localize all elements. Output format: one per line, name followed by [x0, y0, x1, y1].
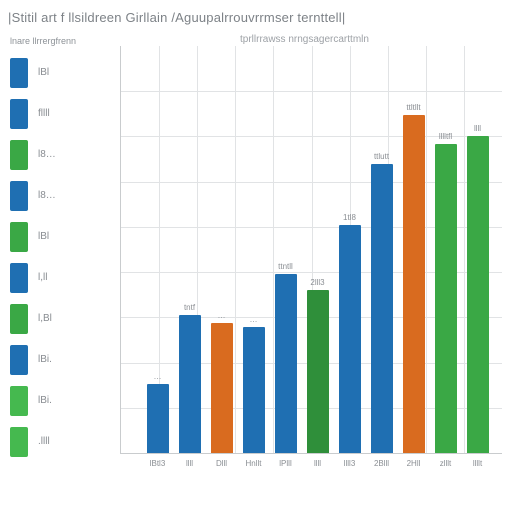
x-axis-tick-label: 2Hll	[407, 459, 421, 468]
x-axis-tick-label: Dlll	[216, 459, 227, 468]
legend-label: lBi.	[38, 354, 52, 365]
legend-item: fllll	[10, 93, 112, 134]
bar-value-label: 1tl8	[335, 213, 365, 222]
bar-value-label: llll	[463, 124, 493, 133]
legend-label: l8…	[38, 190, 56, 201]
bar	[403, 115, 425, 453]
legend-item: l8…	[10, 134, 112, 175]
bar	[243, 327, 265, 453]
bar-value-label: …	[143, 372, 173, 381]
x-axis-tick-label: llll3	[344, 459, 356, 468]
legend-label: l,Bl	[38, 313, 52, 324]
legend-item: l,Bl	[10, 298, 112, 339]
legend-item: l,ll	[10, 257, 112, 298]
legend-swatch	[10, 222, 28, 252]
bar-value-label: …	[239, 315, 269, 324]
legend-label: lBi.	[38, 395, 52, 406]
x-axis-tick-label: lPlll	[279, 459, 291, 468]
bar	[371, 164, 393, 453]
legend-swatch	[10, 99, 28, 129]
bar-value-label: …	[207, 311, 237, 320]
legend-item: lBl	[10, 216, 112, 257]
legend-swatch	[10, 386, 28, 416]
x-axis-tick-label: llllt	[473, 459, 482, 468]
bar	[435, 144, 457, 453]
bar-chart-plot: …lBtl3tntfllll…Dlll…HnlltttntlllPlll2lll…	[120, 46, 502, 454]
legend-label: l8…	[38, 149, 56, 160]
legend-item: .llll	[10, 421, 112, 462]
legend-label: l,ll	[38, 272, 47, 283]
legend-item: lBi.	[10, 380, 112, 421]
page-title: |Stitil art f llsildreen Girllain /Aguup…	[8, 10, 504, 25]
legend-swatch	[10, 58, 28, 88]
bar-value-label: ttltllt	[399, 103, 429, 112]
legend-header: lnare llrrergfrenn	[10, 36, 112, 46]
legend-label: lBl	[38, 67, 49, 78]
bar	[179, 315, 201, 453]
legend-item: l8…	[10, 175, 112, 216]
legend-label: fllll	[38, 108, 50, 119]
legend-swatch	[10, 181, 28, 211]
gridline-horizontal	[121, 91, 502, 92]
legend-swatch	[10, 263, 28, 293]
legend-label: .llll	[38, 436, 50, 447]
x-axis-tick-label: llll	[186, 459, 193, 468]
chart-subtitle: tprllrrawss nrngsagercarttmln	[240, 34, 369, 45]
legend-swatch	[10, 345, 28, 375]
bar-value-label: tntf	[175, 303, 205, 312]
legend-panel: lnare llrrergfrenn lBl fllll l8… l8… lBl l,ll…	[10, 36, 112, 482]
bar-value-label: 2lll3	[303, 278, 333, 287]
bar	[147, 384, 169, 453]
x-axis-tick-label: 2Blll	[374, 459, 389, 468]
bar	[339, 225, 361, 453]
legend-swatch	[10, 427, 28, 457]
bar	[307, 290, 329, 453]
gridline-vertical	[464, 46, 465, 453]
x-axis-tick-label: Hnllt	[245, 459, 261, 468]
legend-item: lBl	[10, 52, 112, 93]
bar	[467, 136, 489, 453]
bar-value-label: ttntll	[271, 262, 301, 271]
legend-item: lBi.	[10, 339, 112, 380]
gridline-vertical	[235, 46, 236, 453]
x-axis-tick-label: lBtl3	[150, 459, 166, 468]
legend-swatch	[10, 140, 28, 170]
bar-value-label: lllltfl	[431, 132, 461, 141]
x-axis-tick-label: zlllt	[440, 459, 452, 468]
legend-label: lBl	[38, 231, 49, 242]
bar-value-label: ttlutt	[367, 152, 397, 161]
bar	[275, 274, 297, 453]
bar	[211, 323, 233, 453]
legend-swatch	[10, 304, 28, 334]
x-axis-tick-label: llll	[314, 459, 321, 468]
